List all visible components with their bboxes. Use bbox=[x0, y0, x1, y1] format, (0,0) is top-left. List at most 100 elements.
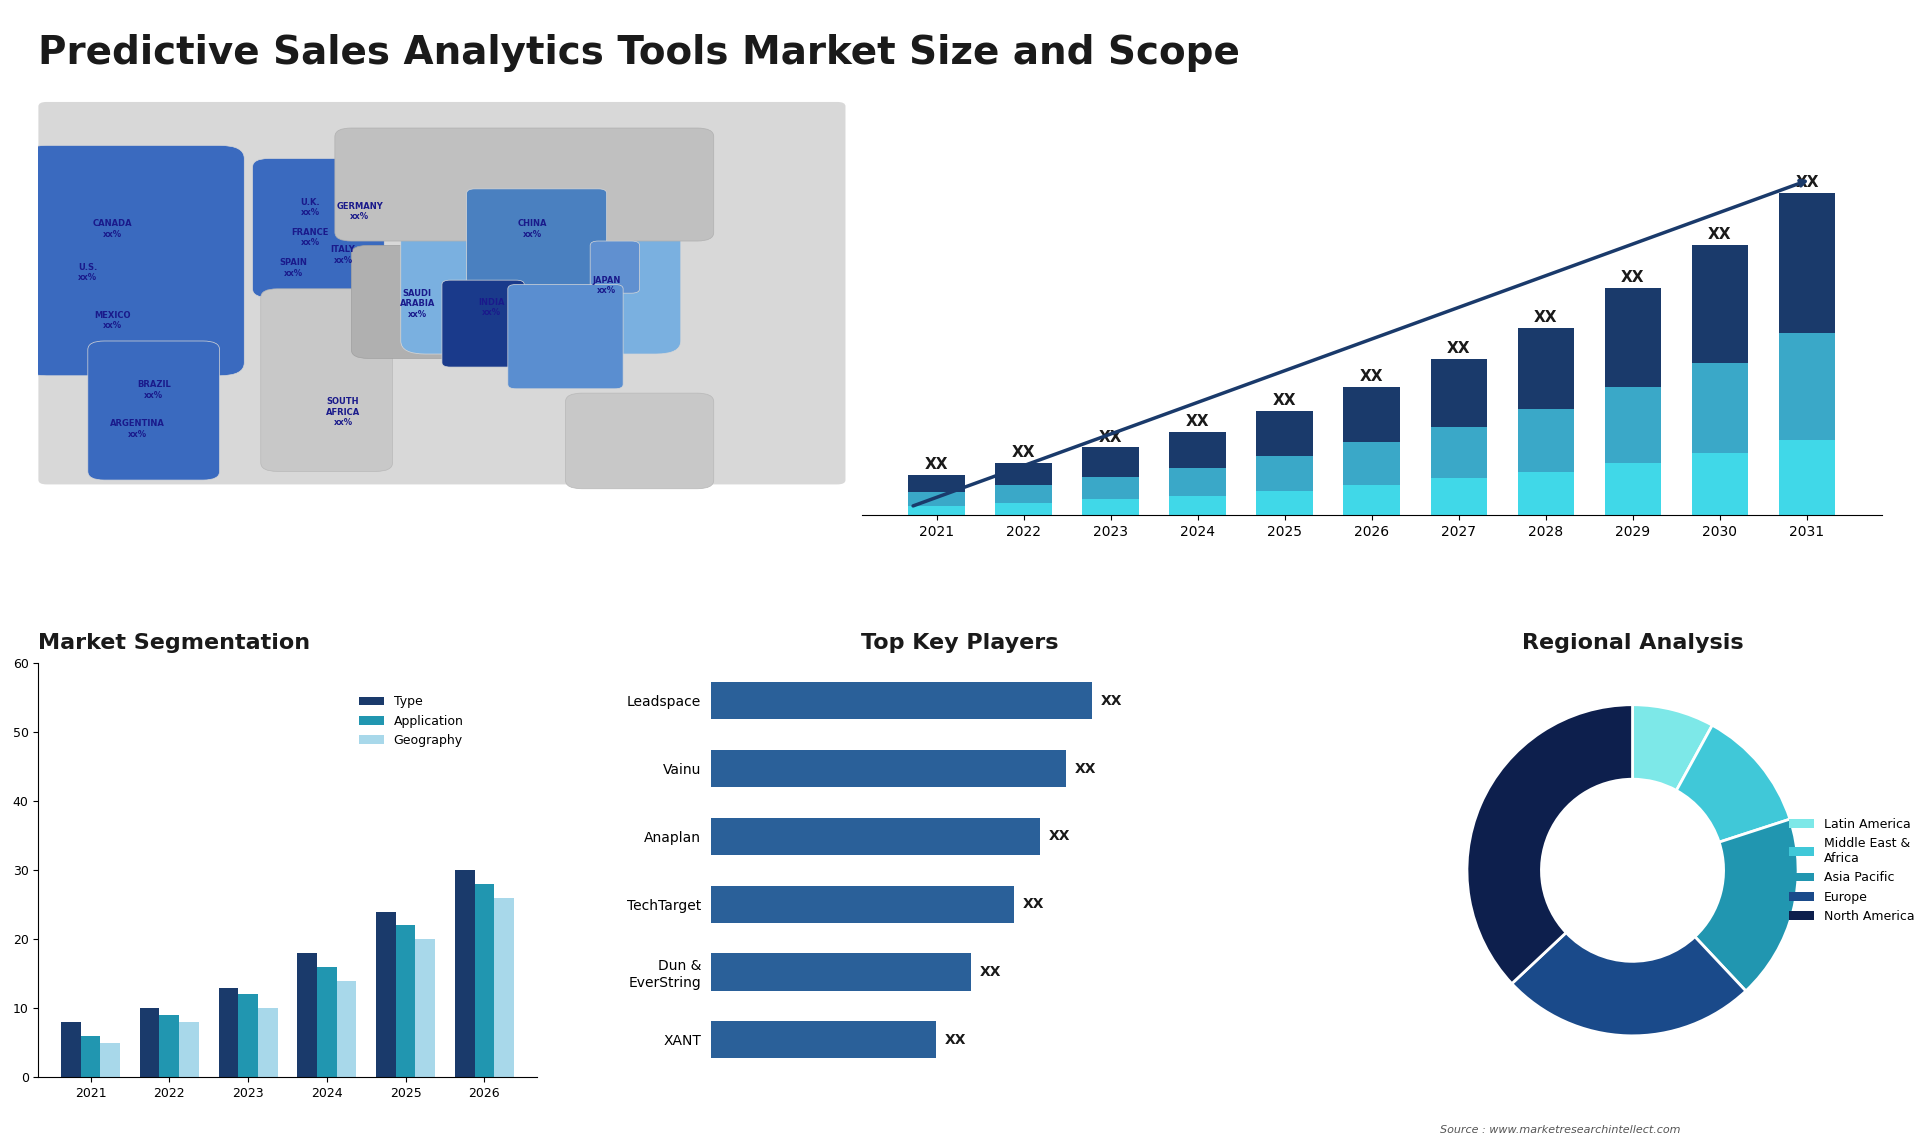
Legend: Latin America, Middle East &
Africa, Asia Pacific, Europe, North America: Latin America, Middle East & Africa, Asi… bbox=[1784, 813, 1920, 928]
FancyBboxPatch shape bbox=[401, 154, 682, 354]
Bar bbox=[81, 1036, 100, 1077]
Text: Market Segmentation: Market Segmentation bbox=[38, 634, 311, 653]
Legend: Type, Application, Geography: Type, Application, Geography bbox=[353, 690, 468, 752]
Text: ARGENTINA
xx%: ARGENTINA xx% bbox=[109, 419, 165, 439]
Bar bbox=[1169, 468, 1227, 496]
Bar bbox=[1256, 490, 1313, 515]
Bar bbox=[1517, 409, 1574, 471]
Bar bbox=[1692, 245, 1749, 362]
Text: ITALY
xx%: ITALY xx% bbox=[330, 245, 355, 265]
Bar bbox=[317, 967, 336, 1077]
Title: Regional Analysis: Regional Analysis bbox=[1523, 634, 1743, 653]
Text: FRANCE
xx%: FRANCE xx% bbox=[292, 228, 328, 248]
FancyBboxPatch shape bbox=[566, 393, 714, 488]
Bar bbox=[1344, 442, 1400, 486]
FancyBboxPatch shape bbox=[334, 128, 714, 241]
Bar bbox=[1778, 193, 1836, 333]
Text: XX: XX bbox=[1023, 897, 1044, 911]
Bar bbox=[1344, 386, 1400, 442]
Bar bbox=[61, 1022, 81, 1077]
Bar bbox=[1256, 411, 1313, 456]
Bar bbox=[100, 1043, 121, 1077]
Bar bbox=[995, 463, 1052, 486]
Text: CHINA
xx%: CHINA xx% bbox=[518, 219, 547, 238]
Bar bbox=[140, 1008, 159, 1077]
Text: U.S.
xx%: U.S. xx% bbox=[79, 262, 98, 282]
Bar bbox=[1083, 447, 1139, 477]
Bar bbox=[1430, 479, 1488, 515]
FancyBboxPatch shape bbox=[467, 189, 607, 293]
Text: INDIA
xx%: INDIA xx% bbox=[478, 298, 505, 317]
Bar bbox=[1605, 386, 1661, 463]
Text: JAPAN
xx%: JAPAN xx% bbox=[593, 276, 620, 296]
Text: U.K.
xx%: U.K. xx% bbox=[300, 197, 321, 217]
Text: MEXICO
xx%: MEXICO xx% bbox=[94, 311, 131, 330]
Bar bbox=[995, 486, 1052, 503]
Bar bbox=[376, 912, 396, 1077]
Text: XX: XX bbox=[945, 1033, 966, 1046]
Bar bbox=[710, 749, 1066, 787]
Bar bbox=[336, 981, 357, 1077]
Bar bbox=[474, 884, 493, 1077]
FancyBboxPatch shape bbox=[88, 342, 219, 480]
Bar bbox=[1430, 426, 1488, 479]
Text: GERMANY
xx%: GERMANY xx% bbox=[336, 202, 382, 221]
Bar bbox=[1692, 362, 1749, 453]
FancyBboxPatch shape bbox=[507, 284, 624, 388]
Wedge shape bbox=[1676, 725, 1789, 842]
Text: SOUTH
AFRICA
xx%: SOUTH AFRICA xx% bbox=[326, 398, 361, 427]
Bar bbox=[1778, 333, 1836, 440]
Bar bbox=[493, 897, 515, 1077]
Bar bbox=[257, 1008, 278, 1077]
Wedge shape bbox=[1511, 933, 1745, 1036]
Bar bbox=[1083, 477, 1139, 500]
Text: SPAIN
xx%: SPAIN xx% bbox=[280, 258, 307, 277]
Bar bbox=[1517, 471, 1574, 515]
Text: XX: XX bbox=[979, 965, 1000, 979]
Bar bbox=[1778, 440, 1836, 515]
FancyBboxPatch shape bbox=[253, 158, 384, 298]
Wedge shape bbox=[1695, 819, 1799, 991]
Bar bbox=[179, 1022, 200, 1077]
Title: Top Key Players: Top Key Players bbox=[862, 634, 1058, 653]
Bar bbox=[710, 682, 1092, 720]
Text: XX: XX bbox=[1795, 175, 1818, 190]
Bar bbox=[298, 953, 317, 1077]
Bar bbox=[1517, 328, 1574, 409]
Bar bbox=[1083, 500, 1139, 515]
Bar bbox=[908, 476, 966, 493]
Bar bbox=[219, 988, 238, 1077]
Text: XX: XX bbox=[1012, 446, 1035, 461]
Bar bbox=[908, 493, 966, 507]
Text: CANADA
xx%: CANADA xx% bbox=[92, 219, 132, 238]
Bar bbox=[238, 995, 257, 1077]
Bar bbox=[1344, 486, 1400, 515]
Text: XX: XX bbox=[1448, 342, 1471, 356]
Text: XX: XX bbox=[1359, 369, 1384, 384]
Text: XX: XX bbox=[1048, 830, 1069, 843]
FancyBboxPatch shape bbox=[589, 241, 639, 293]
Bar bbox=[995, 503, 1052, 515]
Text: XX: XX bbox=[1534, 311, 1557, 325]
Bar bbox=[1692, 453, 1749, 515]
Text: Predictive Sales Analytics Tools Market Size and Scope: Predictive Sales Analytics Tools Market … bbox=[38, 34, 1240, 72]
Text: XX: XX bbox=[1273, 393, 1296, 408]
Text: XX: XX bbox=[1187, 414, 1210, 429]
Bar bbox=[1430, 359, 1488, 426]
Text: SAUDI
ARABIA
xx%: SAUDI ARABIA xx% bbox=[399, 289, 436, 319]
Text: XX: XX bbox=[1075, 762, 1096, 776]
Text: XX: XX bbox=[1098, 430, 1123, 445]
FancyBboxPatch shape bbox=[261, 289, 392, 471]
FancyBboxPatch shape bbox=[21, 146, 244, 376]
Bar bbox=[1605, 288, 1661, 386]
Text: XX: XX bbox=[1620, 270, 1645, 285]
Bar bbox=[159, 1015, 179, 1077]
FancyBboxPatch shape bbox=[442, 280, 524, 367]
Bar bbox=[710, 1021, 937, 1059]
Text: XX: XX bbox=[1709, 227, 1732, 242]
Bar bbox=[455, 870, 474, 1077]
Bar bbox=[1605, 463, 1661, 515]
Text: XX: XX bbox=[925, 457, 948, 472]
Bar bbox=[1256, 456, 1313, 490]
Bar bbox=[415, 940, 436, 1077]
